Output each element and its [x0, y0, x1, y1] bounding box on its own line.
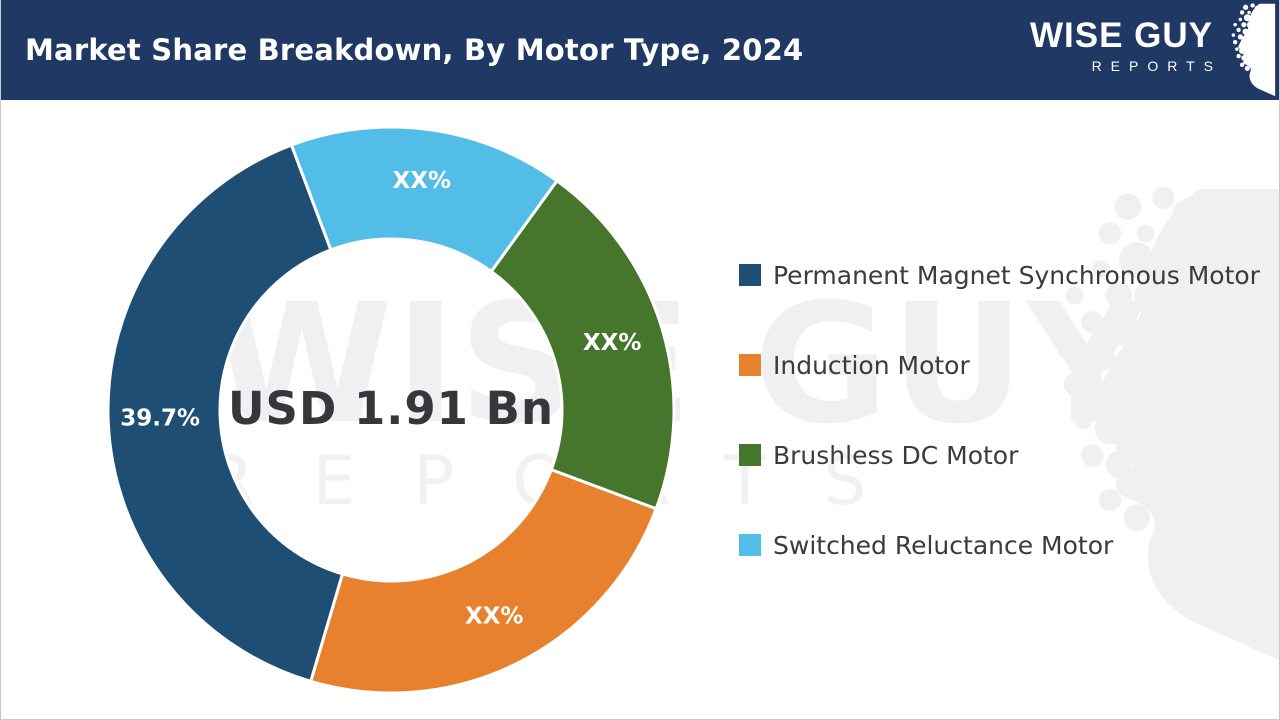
legend-swatch-icon [739, 354, 761, 376]
donut-segment-1 [309, 468, 658, 695]
legend-item-2: Brushless DC Motor [739, 440, 1260, 470]
legend-item-3: Switched Reluctance Motor [739, 530, 1260, 560]
page-title: Market Share Breakdown, By Motor Type, 2… [25, 33, 804, 67]
logo-wordmark: WISE GUY [1029, 16, 1213, 55]
legend-item-1: Induction Motor [739, 350, 1260, 380]
wiseguy-face-icon [1193, 2, 1279, 98]
donut-segment-0 [106, 143, 344, 683]
legend-label: Brushless DC Motor [773, 440, 1019, 470]
legend-label: Permanent Magnet Synchronous Motor [773, 260, 1260, 290]
legend-swatch-icon [739, 264, 761, 286]
segment-label-0: 39.7% [120, 405, 200, 431]
segment-label-3: XX% [393, 168, 452, 194]
legend-label: Switched Reluctance Motor [773, 530, 1114, 560]
logo-subtitle: REPORTS [1091, 58, 1222, 74]
legend-swatch-icon [739, 534, 761, 556]
legend-swatch-icon [739, 444, 761, 466]
legend-label: Induction Motor [773, 350, 970, 380]
watermark-text: WISE GUY [211, 268, 1149, 460]
segment-label-1: XX% [465, 604, 524, 630]
donut-segment-2 [489, 179, 676, 511]
wiseguy-logo: WISE GUY REPORTS [1030, 18, 1213, 73]
header-bar: Market Share Breakdown, By Motor Type, 2… [1, 0, 1279, 100]
chart-center-value: USD 1.91 Bn [228, 382, 554, 435]
donut-chart: XX% XX% XX% 39.7% [106, 125, 676, 695]
legend-item-0: Permanent Magnet Synchronous Motor [739, 260, 1260, 290]
chart-legend: Permanent Magnet Synchronous Motor Induct… [739, 260, 1260, 560]
segment-label-2: XX% [583, 330, 642, 356]
